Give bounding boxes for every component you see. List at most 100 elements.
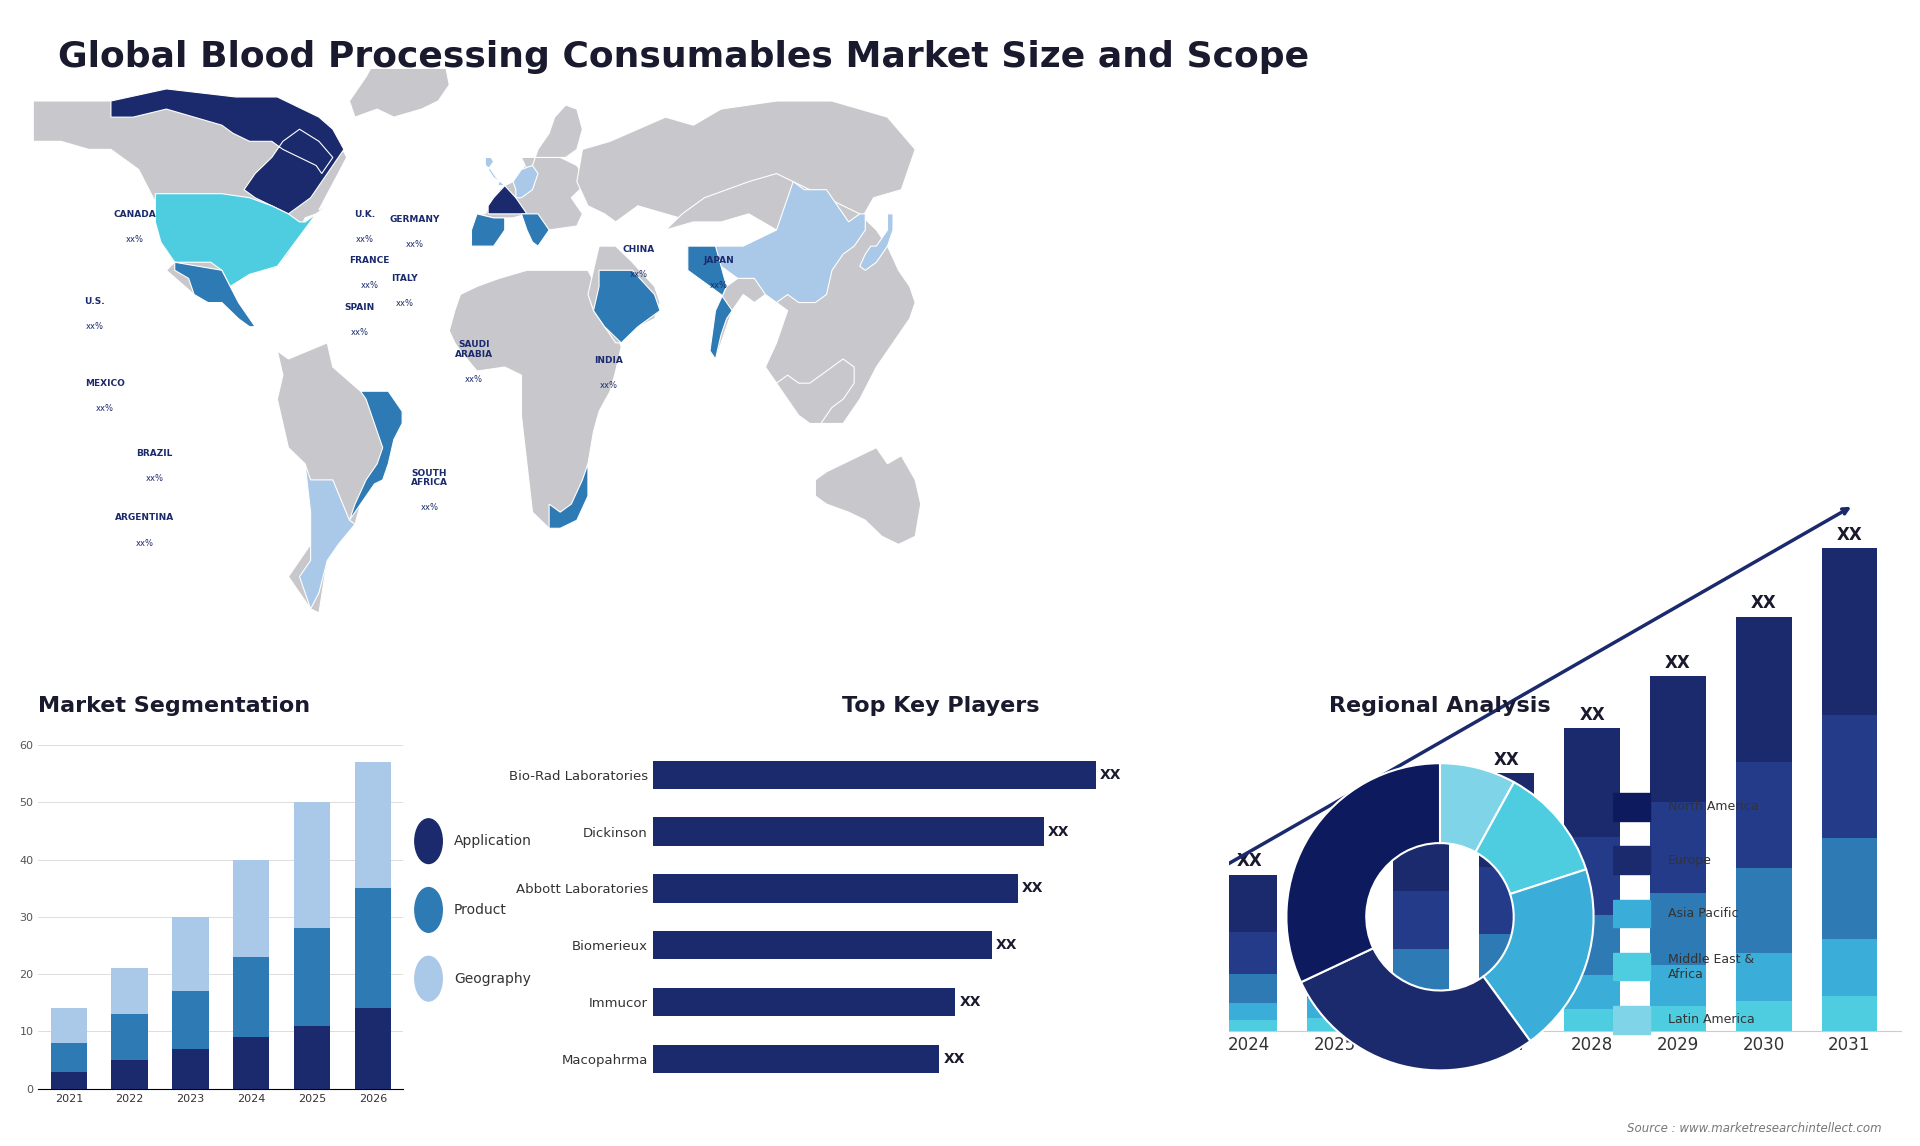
Text: XX: XX [1150, 878, 1177, 896]
Bar [1392, 892, 1450, 949]
Bar [1392, 810, 1450, 892]
Text: XX: XX [1066, 900, 1091, 918]
Wedge shape [1475, 783, 1586, 894]
Text: BRAZIL: BRAZIL [136, 449, 173, 458]
Text: xx%: xx% [361, 282, 378, 290]
Bar [173, 1049, 209, 1089]
Bar [1649, 676, 1705, 802]
Wedge shape [1440, 763, 1515, 853]
Text: XX: XX [1837, 526, 1862, 543]
Polygon shape [513, 165, 538, 198]
Bar [1478, 1013, 1534, 1031]
Circle shape [415, 818, 442, 864]
Bar [232, 957, 269, 1037]
Bar [1050, 1012, 1106, 1023]
Bar [964, 1015, 1020, 1025]
Bar [653, 988, 954, 1017]
Polygon shape [666, 173, 916, 424]
Text: xx%: xx% [396, 299, 413, 308]
Bar [1565, 975, 1620, 1010]
Bar [1649, 894, 1705, 965]
Text: xx%: xx% [601, 380, 618, 390]
Bar [1050, 1023, 1106, 1031]
Bar [1137, 949, 1192, 983]
Bar [294, 928, 330, 1026]
Bar [964, 974, 1020, 998]
Polygon shape [576, 101, 916, 230]
Polygon shape [513, 105, 582, 170]
Polygon shape [776, 359, 854, 424]
Bar [355, 888, 392, 1008]
Text: SAUDI
ARABIA: SAUDI ARABIA [455, 340, 493, 359]
Circle shape [415, 956, 442, 1002]
Text: Application: Application [453, 834, 532, 848]
Bar [1822, 939, 1878, 996]
Text: Market Segmentation: Market Segmentation [38, 697, 311, 716]
Bar [1565, 728, 1620, 837]
Text: xx%: xx% [86, 322, 104, 331]
Bar [964, 998, 1020, 1015]
Bar [1137, 983, 1192, 1008]
Text: Asia Pacific: Asia Pacific [1668, 906, 1740, 920]
Bar [1137, 1022, 1192, 1031]
Text: xx%: xx% [355, 235, 372, 244]
Polygon shape [156, 194, 317, 286]
Text: Europe: Europe [1668, 854, 1713, 866]
Bar [653, 931, 991, 959]
Bar [1137, 900, 1192, 949]
Text: Source : www.marketresearchintellect.com: Source : www.marketresearchintellect.com [1626, 1122, 1882, 1135]
Text: xx%: xx% [136, 539, 154, 548]
Text: SOUTH
AFRICA: SOUTH AFRICA [411, 469, 447, 487]
Bar [1736, 953, 1791, 1000]
Bar [1478, 866, 1534, 934]
Text: XX: XX [943, 1052, 966, 1066]
Bar [1613, 953, 1649, 981]
Polygon shape [300, 464, 355, 609]
Text: Global Blood Processing Consumables Market Size and Scope: Global Blood Processing Consumables Mark… [58, 40, 1309, 74]
Text: xx%: xx% [351, 328, 369, 337]
Circle shape [415, 887, 442, 933]
Bar [1613, 793, 1649, 821]
Bar [50, 1008, 86, 1043]
Polygon shape [111, 89, 344, 214]
Text: North America: North America [1668, 800, 1759, 814]
Bar [1050, 963, 1106, 991]
Bar [1221, 1020, 1277, 1031]
Bar [50, 1072, 86, 1089]
Bar [1736, 1000, 1791, 1031]
Wedge shape [1484, 870, 1594, 1041]
Bar [50, 1043, 86, 1072]
Bar [1613, 846, 1649, 874]
Text: Middle East &
Africa: Middle East & Africa [1668, 952, 1755, 981]
Polygon shape [33, 89, 348, 303]
Text: XX: XX [1100, 768, 1121, 782]
Text: XX: XX [1580, 706, 1605, 724]
Text: xx%: xx% [405, 241, 422, 250]
Bar [1478, 984, 1534, 1013]
Polygon shape [175, 262, 255, 327]
Polygon shape [276, 343, 401, 613]
Polygon shape [472, 214, 505, 246]
Polygon shape [716, 181, 866, 303]
Bar [1822, 548, 1878, 715]
Text: INDIA: INDIA [595, 355, 624, 364]
Bar [232, 860, 269, 957]
Bar [653, 1045, 939, 1073]
Bar [1613, 900, 1649, 927]
Bar [1736, 762, 1791, 868]
Wedge shape [1286, 763, 1440, 982]
Text: xx%: xx% [96, 405, 113, 413]
Text: XX: XX [1048, 825, 1069, 839]
Text: Product: Product [453, 903, 507, 917]
Bar [111, 1060, 148, 1089]
Text: SPAIN: SPAIN [344, 303, 374, 312]
Bar [653, 874, 1018, 903]
Polygon shape [349, 56, 449, 117]
Polygon shape [576, 238, 660, 343]
Bar [653, 761, 1096, 788]
Text: XX: XX [1494, 751, 1519, 769]
Text: xx%: xx% [127, 235, 144, 244]
Bar [1613, 1006, 1649, 1034]
Text: U.S.: U.S. [84, 297, 106, 306]
Bar [1392, 949, 1450, 991]
